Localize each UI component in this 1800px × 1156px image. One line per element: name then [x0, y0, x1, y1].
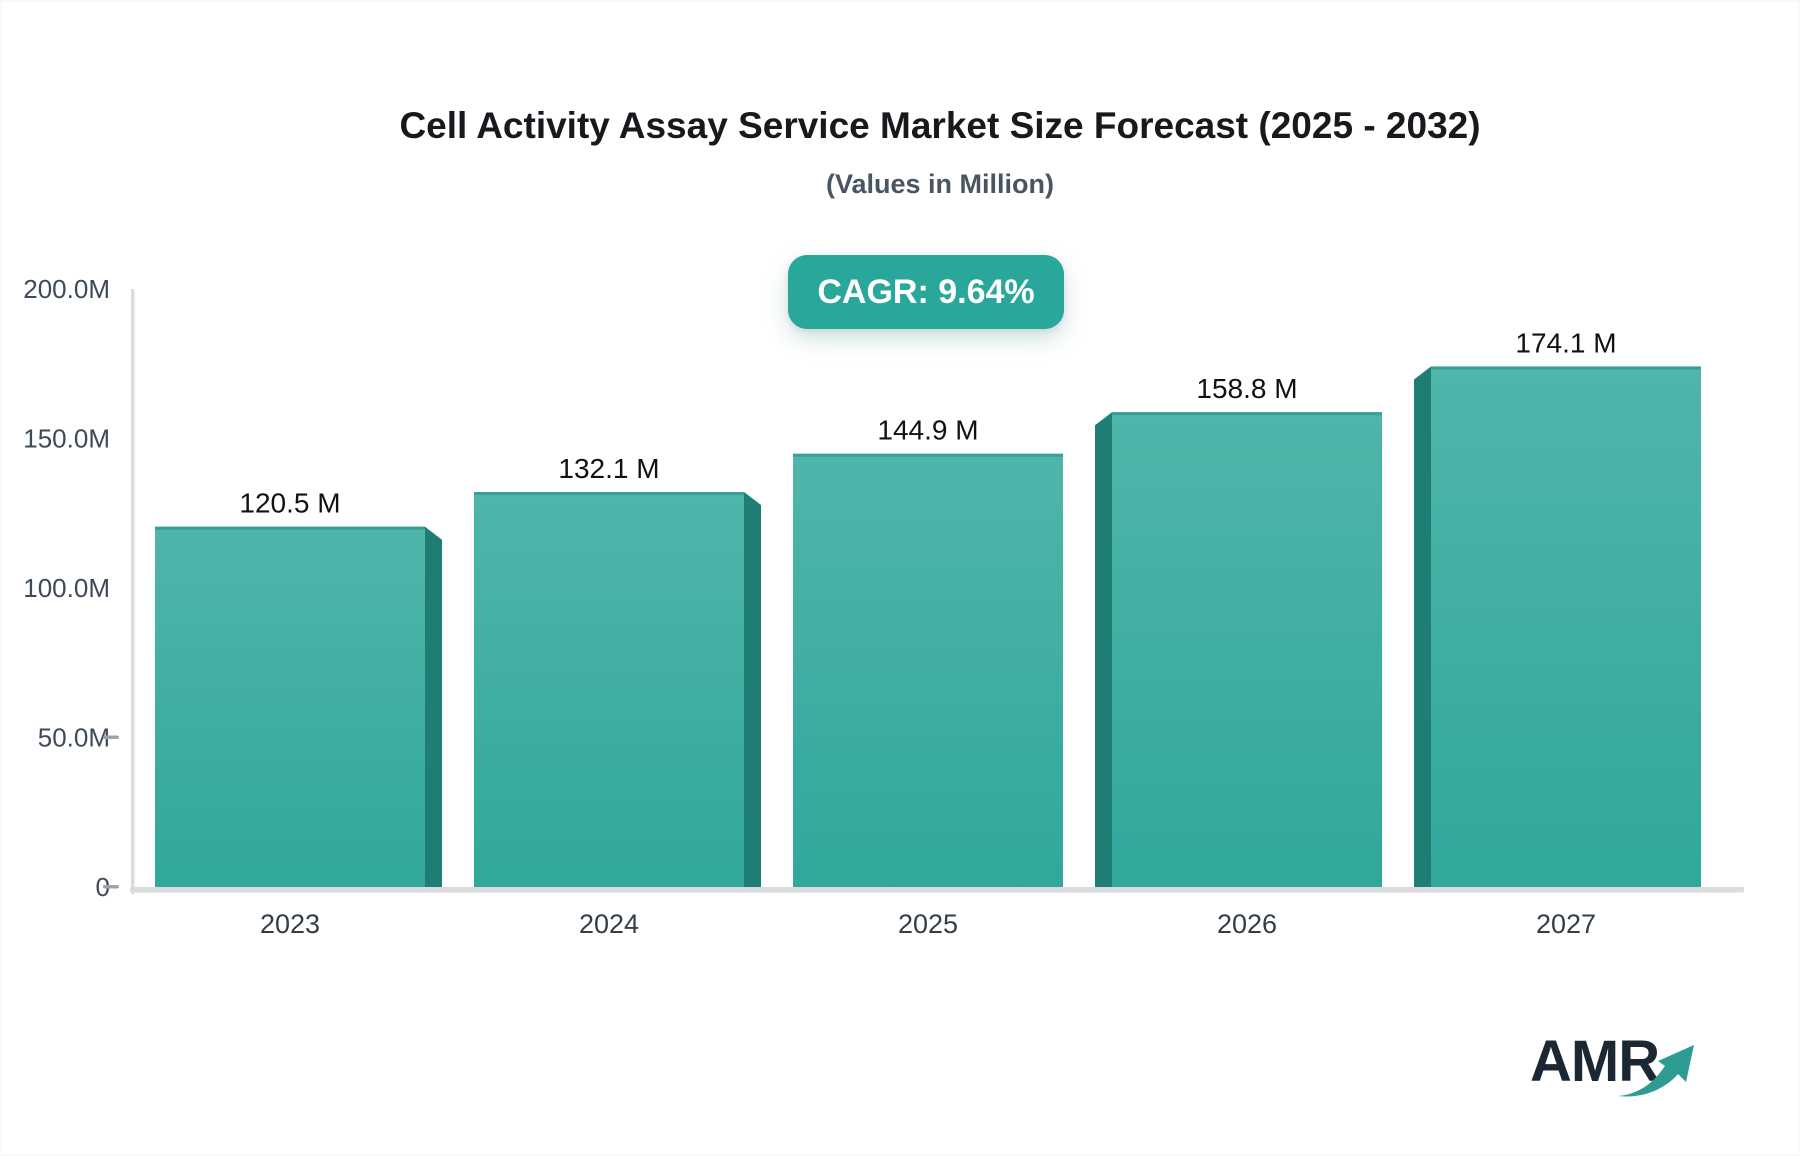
- y-axis-label: 200.0M: [23, 274, 110, 304]
- x-axis-label: 2023: [260, 909, 320, 939]
- bar-top-edge: [474, 492, 744, 496]
- x-axis-label: 2025: [898, 909, 958, 939]
- bar-top-edge: [793, 453, 1063, 457]
- bar-value-label: 158.8 M: [1196, 373, 1297, 404]
- bar-2025: [793, 453, 1063, 887]
- x-axis-label: 2024: [579, 909, 639, 939]
- bar-value-label: 174.1 M: [1515, 327, 1616, 358]
- y-axis-line: [131, 289, 135, 894]
- y-axis-label: 100.0M: [23, 573, 110, 603]
- amr-logo: AMR: [1530, 1029, 1740, 1122]
- bar-top-edge: [1431, 366, 1701, 370]
- x-axis-label: 2027: [1536, 909, 1596, 939]
- growth-arrow-icon: [1618, 1045, 1694, 1097]
- chart-title: Cell Activity Assay Service Market Size …: [399, 105, 1481, 146]
- y-axis-label: 0: [96, 872, 110, 902]
- y-axis-tick: [103, 885, 119, 889]
- bar-side-2023: [425, 526, 442, 887]
- y-axis-tick: [103, 735, 119, 739]
- cagr-badge: CAGR: 9.64%: [788, 255, 1064, 329]
- y-axis-label: 150.0M: [23, 424, 110, 454]
- bar-top-edge: [155, 526, 425, 530]
- growth-arrow-path: [1618, 1045, 1694, 1097]
- bar-2027: [1431, 366, 1701, 887]
- y-axis-label: 50.0M: [38, 723, 110, 753]
- bar-top-edge: [1112, 412, 1382, 416]
- bar-value-label: 144.9 M: [877, 415, 978, 446]
- amr-logo-text: AMR: [1530, 1029, 1660, 1094]
- x-axis-label: 2026: [1217, 909, 1277, 939]
- bar-value-label: 132.1 M: [558, 453, 659, 484]
- bar-side-2026: [1095, 412, 1112, 887]
- bar-value-label: 120.5 M: [239, 488, 340, 519]
- bar-2026: [1112, 412, 1382, 887]
- bar-2024: [474, 492, 744, 887]
- chart-subtitle: (Values in Million): [825, 169, 1055, 199]
- bar-2023: [155, 526, 425, 887]
- x-axis-line: [130, 887, 1744, 893]
- bar-side-2024: [744, 492, 761, 887]
- bar-side-2027: [1414, 366, 1431, 887]
